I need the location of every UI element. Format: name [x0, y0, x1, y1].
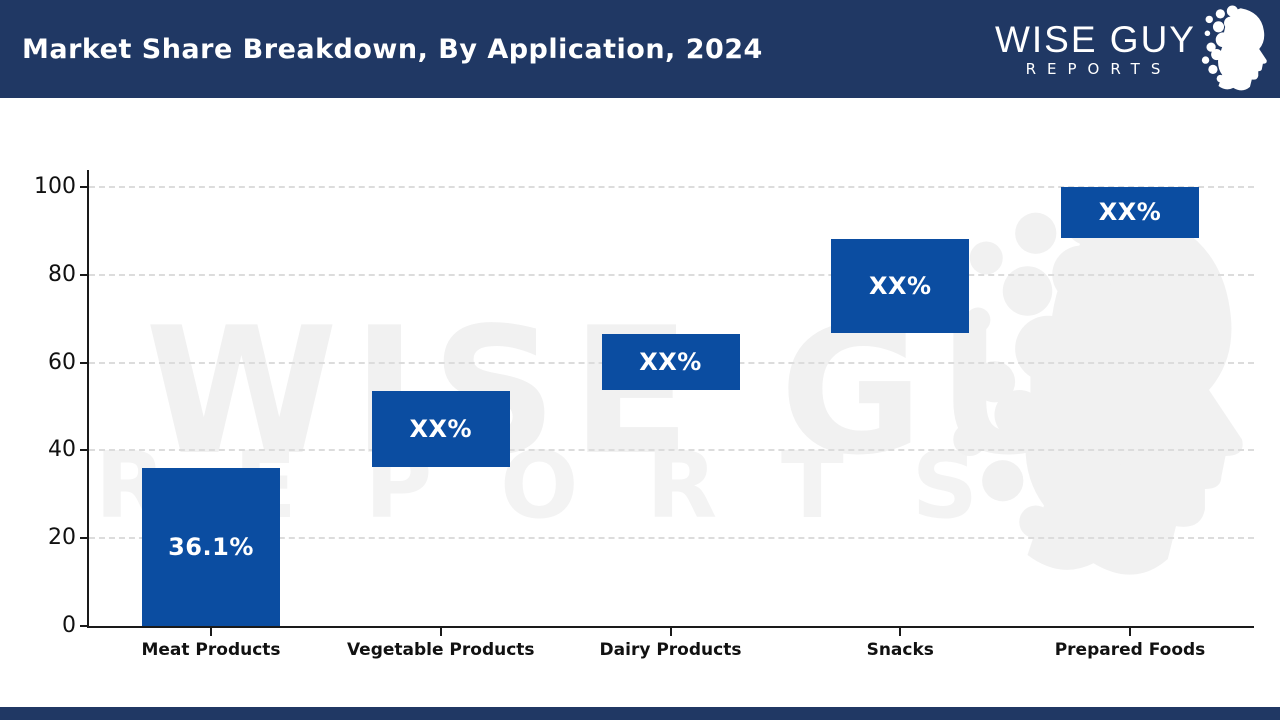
- chart-title: Market Share Breakdown, By Application, …: [22, 33, 763, 65]
- bar-value-label: XX%: [1098, 198, 1162, 227]
- bar-value-label: XX%: [639, 347, 702, 376]
- logo-head-icon: [1201, 5, 1267, 91]
- bar-1: 36.1%: [142, 467, 280, 626]
- y-tick-mark: [80, 537, 88, 540]
- y-tick-label: 100: [34, 174, 76, 199]
- bar-2: XX%: [371, 390, 510, 468]
- y-axis-line: [87, 170, 89, 628]
- x-category-label: Snacks: [866, 640, 934, 660]
- x-axis-line: [87, 626, 1254, 628]
- y-tick-mark: [80, 625, 88, 627]
- bar-3: XX%: [601, 333, 740, 390]
- y-tick-label: 40: [48, 437, 76, 463]
- logo-subtitle: REPORTS: [1025, 59, 1172, 78]
- bar-value-label: XX%: [409, 414, 473, 443]
- x-tick-mark: [439, 628, 442, 636]
- y-tick-label: 80: [48, 261, 76, 287]
- gridline-y100: [89, 186, 1254, 188]
- x-category-label: Meat Products: [141, 640, 281, 660]
- x-tick-mark: [669, 628, 672, 636]
- bar-4: XX%: [831, 238, 970, 333]
- bar-5: XX%: [1061, 187, 1199, 238]
- logo-wordmark: WISE GUY: [994, 18, 1196, 60]
- x-tick-mark: [210, 628, 212, 636]
- x-category-label: Vegetable Products: [346, 640, 535, 660]
- y-tick-mark: [80, 186, 88, 188]
- y-tick-label: 20: [48, 525, 76, 551]
- gridline-y80: [89, 273, 1254, 276]
- y-tick-mark: [80, 449, 88, 452]
- x-tick-mark: [899, 628, 902, 636]
- watermark-head-icon: [953, 196, 1243, 575]
- gridline-y40: [89, 449, 1254, 452]
- x-category-label: Prepared Foods: [1054, 640, 1206, 660]
- y-tick-mark: [80, 361, 88, 364]
- y-tick-mark: [80, 273, 88, 276]
- x-category-label: Dairy Products: [599, 640, 742, 660]
- y-tick-label: 60: [48, 349, 76, 375]
- bar-value-label: XX%: [868, 271, 932, 300]
- logo-text: WISE GUY REPORTS: [995, 21, 1196, 78]
- header-banner: Market Share Breakdown, By Application, …: [0, 0, 1280, 98]
- gridline-y20: [89, 537, 1254, 540]
- footer-bar: [0, 707, 1280, 720]
- x-tick-mark: [1129, 628, 1131, 636]
- wise-guy-reports-logo: WISE GUY REPORTS: [995, 0, 1280, 98]
- bar-value-label: 36.1%: [168, 532, 254, 561]
- y-tick-label: 0: [62, 613, 76, 638]
